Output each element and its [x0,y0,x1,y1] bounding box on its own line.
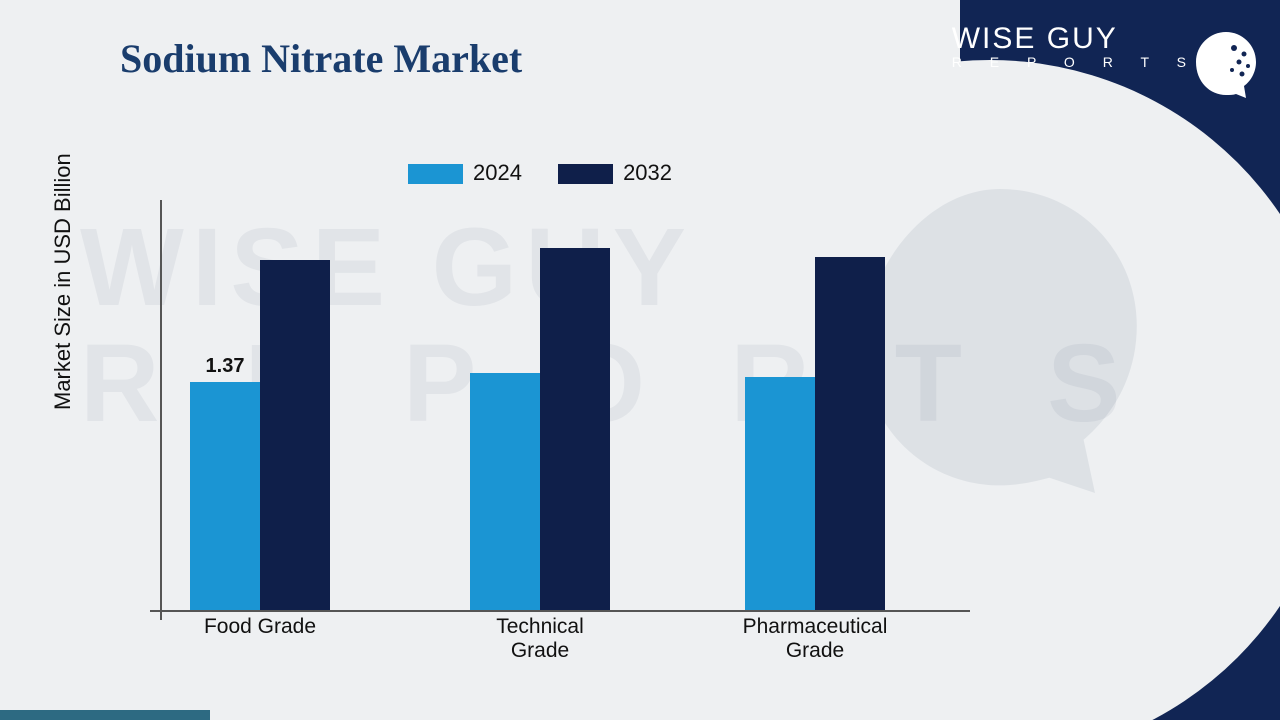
y-axis-label: Market Size in USD Billion [50,153,76,410]
page: WISE GUY R E P O R T S Sodium Nitrate Ma… [0,0,1280,720]
legend-swatch-2032 [558,164,613,184]
legend-label-2032: 2032 [623,160,672,185]
category-label: Food Grade [160,615,360,639]
legend: 2024 2032 [90,160,960,186]
legend-swatch-2024 [408,164,463,184]
plot-area: 1.37 [160,210,960,610]
category-label: PharmaceuticalGrade [715,615,915,663]
bar [190,382,260,610]
value-label: 1.37 [190,355,260,378]
bar [745,377,815,610]
bottom-accent-bar [0,710,210,720]
bar-chart: Market Size in USD Billion 2024 2032 1.3… [90,150,960,660]
brand-logo: WISE GUY R E P O R T S [952,22,1260,70]
x-axis-line [150,610,970,612]
brand-logo-line1: WISE GUY [952,22,1198,56]
bar [260,260,330,610]
bar [540,248,610,610]
bar [815,257,885,610]
brand-logo-line2: R E P O R T S [952,54,1198,70]
bar [470,373,540,610]
legend-label-2024: 2024 [473,160,522,185]
chart-title: Sodium Nitrate Market [120,35,522,82]
category-label: TechnicalGrade [440,615,640,663]
